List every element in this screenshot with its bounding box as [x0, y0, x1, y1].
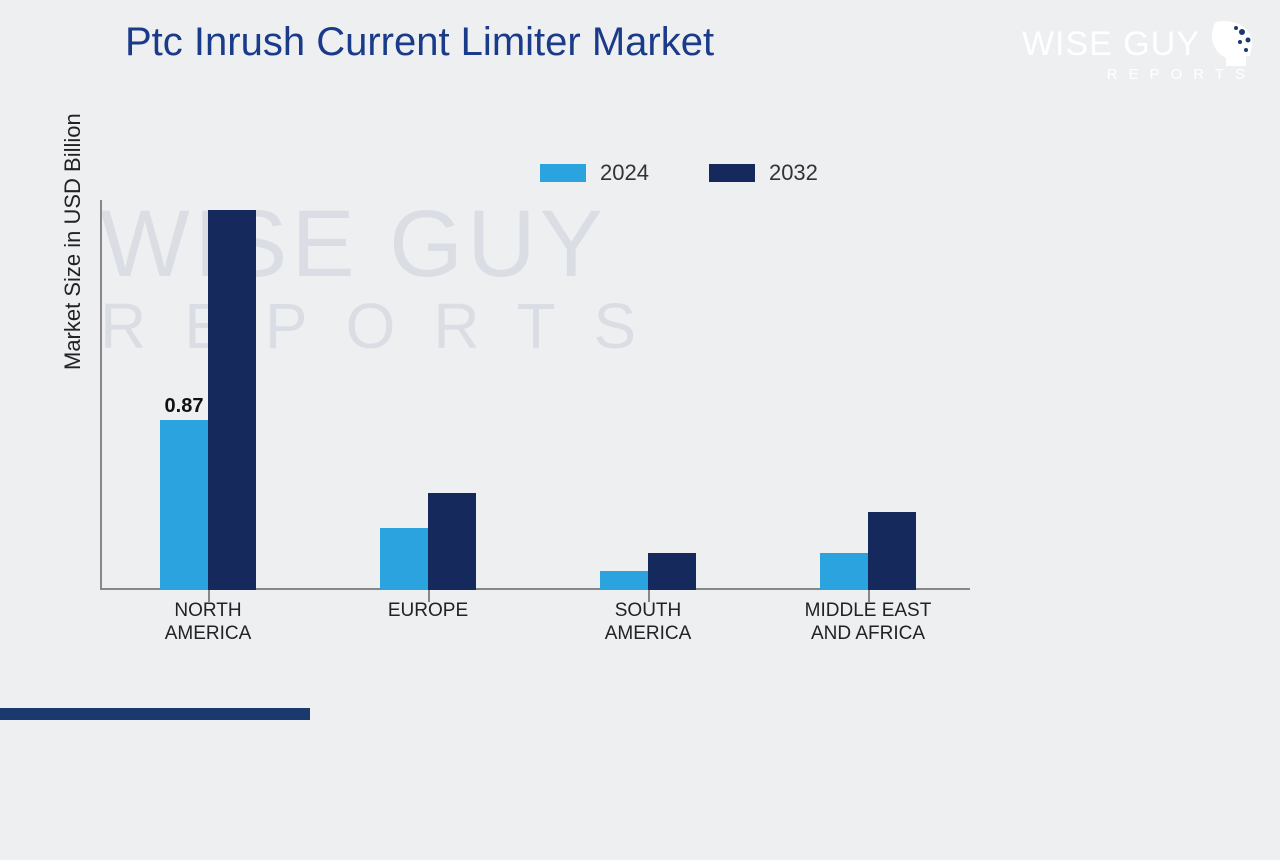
y-axis-label: Market Size in USD Billion — [60, 113, 86, 370]
legend-label-2024: 2024 — [600, 160, 649, 186]
chart-plot-area: 0.87NORTH AMERICAEUROPESOUTH AMERICAMIDD… — [100, 200, 970, 590]
bottom-accent-bar — [0, 708, 310, 720]
bar-group-mea — [820, 512, 916, 590]
x-label-mea: MIDDLE EAST AND AFRICA — [798, 600, 938, 646]
x-label-sa: SOUTH AMERICA — [578, 600, 718, 646]
brand-text-top: WISE GUY — [1022, 25, 1200, 64]
bar-2024-eu — [380, 528, 428, 590]
brand-head-icon — [1206, 18, 1258, 70]
bar-2032-mea — [868, 512, 916, 590]
legend-swatch-2024 — [540, 164, 586, 182]
bar-group-na: 0.87 — [160, 210, 256, 590]
y-axis-line — [100, 200, 102, 590]
legend: 2024 2032 — [540, 160, 818, 186]
bar-value-label: 0.87 — [160, 395, 208, 420]
bar-2032-sa — [648, 553, 696, 590]
chart-title: Ptc Inrush Current Limiter Market — [125, 20, 714, 65]
brand-logo: WISE GUY REPORTS — [1022, 18, 1258, 83]
bar-2032-na — [208, 210, 256, 590]
legend-item-2024: 2024 — [540, 160, 649, 186]
legend-label-2032: 2032 — [769, 160, 818, 186]
bar-2024-mea — [820, 553, 868, 590]
x-label-na: NORTH AMERICA — [138, 600, 278, 646]
bar-group-sa — [600, 553, 696, 590]
legend-swatch-2032 — [709, 164, 755, 182]
bar-2032-eu — [428, 493, 476, 591]
bar-2024-na: 0.87 — [160, 420, 208, 590]
x-label-eu: EUROPE — [358, 600, 498, 623]
bar-2024-sa — [600, 571, 648, 591]
legend-item-2032: 2032 — [709, 160, 818, 186]
bar-group-eu — [380, 493, 476, 591]
right-brand-panel — [955, 0, 1280, 720]
